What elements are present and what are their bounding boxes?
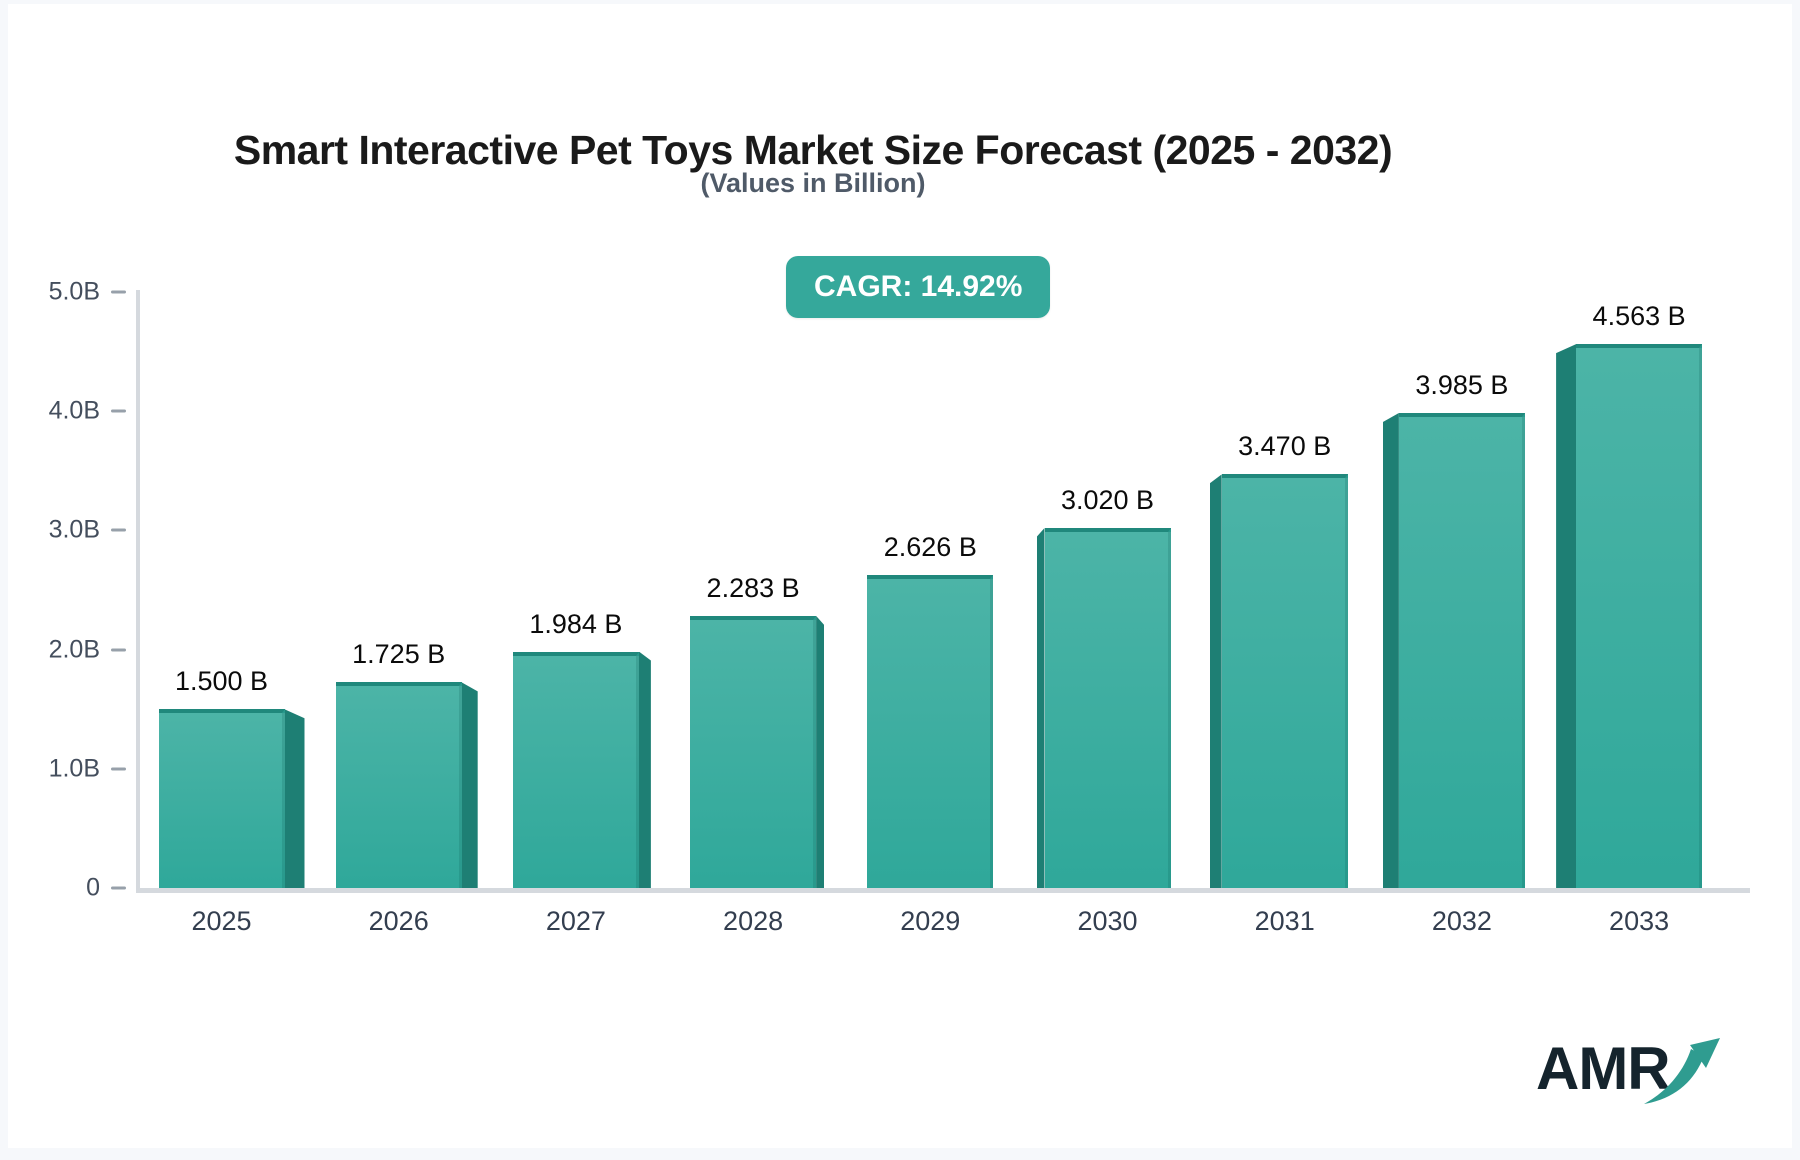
y-axis-tick-label: 0: [86, 873, 100, 902]
bar-value-label: 4.563 B: [1592, 301, 1686, 332]
bar-side-face: [284, 709, 305, 888]
bar-2031: 3.470 B: [1209, 431, 1348, 888]
bar-value-label: 3.985 B: [1415, 369, 1509, 400]
y-axis-tick: [111, 886, 126, 890]
x-axis-label-2027: 2027: [545, 906, 606, 936]
bar-side-face: [1209, 474, 1222, 888]
bar-front-face: [1398, 412, 1525, 888]
bar-2027: 1.984 B: [512, 609, 651, 888]
y-axis-tick-label: 3.0B: [48, 515, 100, 544]
chart-area: 5.0B 4.0B 3.0B 2.0B 1.0B 0 1.500 B 2025 1.725 B 2…: [8, 4, 1800, 1160]
bar-2028: 2.283 B: [690, 573, 825, 888]
amr-logo-text: AMR: [1536, 1035, 1671, 1102]
bar-value-label: 2.283 B: [706, 572, 800, 603]
bar-value-label: 3.470 B: [1238, 431, 1332, 462]
bar-front-face: [867, 574, 994, 888]
y-axis-tick: [111, 528, 126, 532]
bar-front-face: [1044, 528, 1171, 888]
page-title: Smart Interactive Pet Toys Market Size F…: [233, 127, 1393, 174]
x-axis-label-2026: 2026: [368, 906, 429, 936]
y-axis-tick-label: 4.0B: [48, 396, 100, 425]
bar-2029: 2.626 B: [867, 532, 994, 888]
bar-2033: 4.563 B: [1556, 301, 1703, 888]
bar-side-face: [461, 682, 478, 888]
bar-front-face: [158, 709, 285, 888]
bar-value-label: 3.020 B: [1060, 485, 1155, 516]
x-axis-label-2029: 2029: [900, 906, 961, 936]
x-axis-label-2028: 2028: [723, 906, 784, 936]
bar-front-face: [512, 651, 639, 888]
bar-2030: 3.020 B: [1036, 485, 1171, 888]
bar-value-label: 1.984 B: [529, 608, 623, 639]
x-axis-label-2031: 2031: [1254, 906, 1315, 936]
y-axis-tick: [111, 290, 126, 294]
y-axis-tick-label: 1.0B: [48, 754, 100, 783]
bar-value-label: 2.626 B: [883, 531, 977, 562]
x-axis-label-2032: 2032: [1431, 906, 1492, 936]
chart-subtitle: (Values in Billion): [700, 168, 926, 198]
y-axis-tick-label: 2.0B: [48, 635, 100, 664]
bar-side-face: [1556, 344, 1577, 888]
x-axis-label-2030: 2030: [1077, 906, 1138, 936]
bar-side-face: [816, 615, 825, 888]
cagr-badge-label: CAGR: 14.92%: [814, 270, 1023, 303]
bar-front-face: [690, 615, 817, 888]
y-axis-tick: [111, 767, 126, 771]
bar-value-label: 1.500 B: [174, 666, 269, 697]
amr-logo: AMR: [1536, 1034, 1736, 1124]
bar-side-face: [1382, 412, 1399, 888]
bar-2025: 1.500 B: [158, 666, 305, 888]
bar-2026: 1.725 B: [335, 639, 478, 888]
bar-side-face: [638, 651, 651, 888]
x-axis-label-2025: 2025: [191, 906, 252, 936]
x-axis-line: [136, 888, 1750, 893]
y-axis-tick-label: 5.0B: [48, 277, 100, 306]
growth-arrow-icon: [1644, 1038, 1720, 1104]
y-axis-tick: [111, 409, 126, 413]
cagr-badge: CAGR: 14.92%: [786, 256, 1051, 318]
bar-2032: 3.985 B: [1382, 370, 1525, 888]
bar-front-face: [335, 682, 462, 888]
y-axis-tick: [111, 648, 126, 652]
chart-card: Smart Interactive Pet Toys Market Size F…: [8, 4, 1792, 1148]
bar-front-face: [1576, 344, 1703, 888]
bar-side-face: [1036, 528, 1045, 888]
x-axis-label-2033: 2033: [1609, 906, 1670, 936]
y-axis-line: [136, 290, 140, 890]
bar-front-face: [1221, 474, 1348, 888]
bar-value-label: 1.725 B: [352, 639, 446, 670]
